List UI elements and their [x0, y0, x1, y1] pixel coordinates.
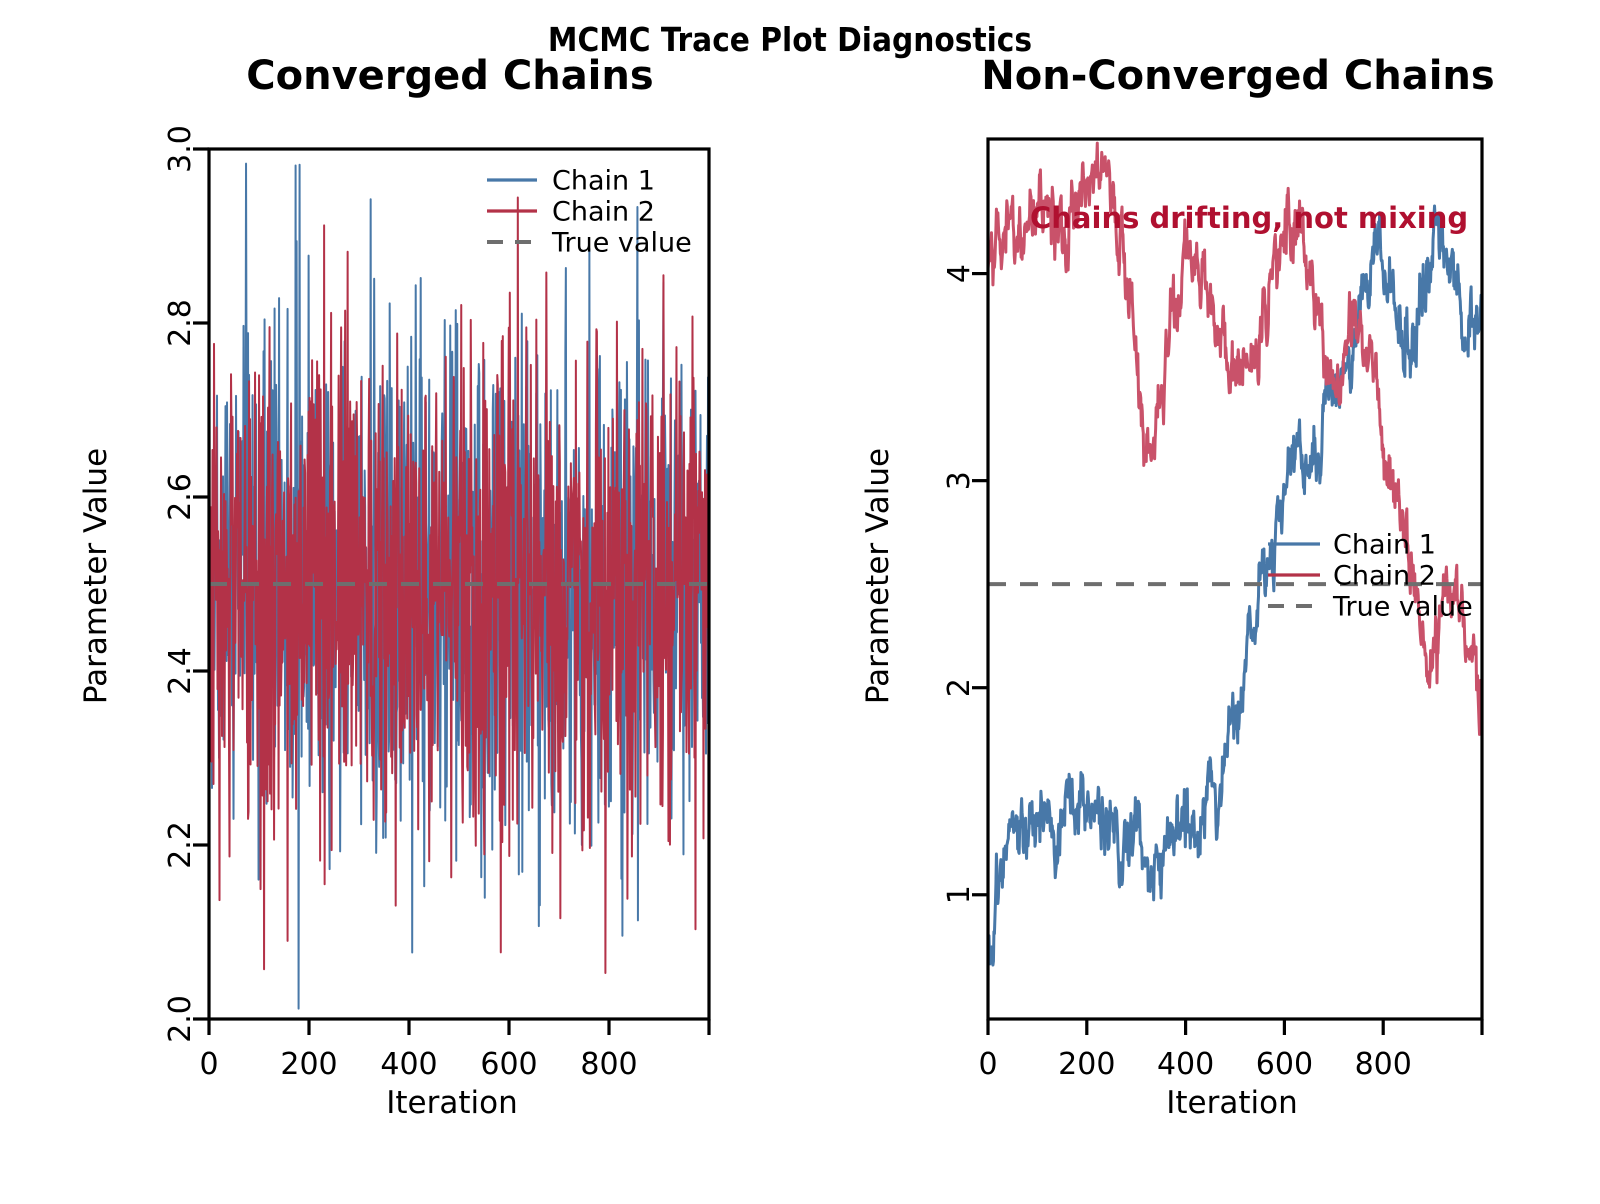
y-ticklabel: 3.0 [163, 125, 198, 173]
panel-converged-chains: Converged Chains 0 200 400 600 800 2.0 2.2 2.4… [78, 53, 711, 1121]
figure-title: MCMC Trace Plot Diagnostics [548, 20, 1032, 59]
right-chain2-trace [988, 141, 1482, 736]
x-ticklabel: 400 [380, 1047, 437, 1082]
right-legend-label: Chain 1 [1333, 529, 1436, 560]
right-y-tickmarks [972, 271, 988, 897]
y-ticklabel: 2.6 [163, 473, 198, 521]
y-ticklabel: 2.0 [163, 995, 198, 1043]
left-legend-label: True value [551, 227, 692, 258]
right-panel-title: Non-Converged Chains [981, 53, 1494, 99]
right-chain1-trace [988, 204, 1482, 967]
x-ticklabel: 400 [1157, 1047, 1214, 1082]
x-ticklabel: 800 [1355, 1047, 1412, 1082]
panel-non-converged-chains: Non-Converged Chains 0 200 400 600 800 1234 … [860, 53, 1495, 1121]
right-legend-label: Chain 2 [1333, 560, 1436, 591]
left-y-ticklabels: 2.0 2.2 2.4 2.6 2.8 3.0 [163, 125, 198, 1043]
left-y-axis-label: Parameter Value [78, 448, 114, 704]
x-ticklabel: 600 [480, 1047, 537, 1082]
left-legend-label: Chain 2 [552, 196, 655, 227]
left-x-ticklabels: 0 200 400 600 800 [199, 1047, 637, 1082]
y-ticklabel: 4 [942, 264, 977, 283]
left-x-axis-label: Iteration [386, 1085, 518, 1121]
y-ticklabel: 3 [942, 471, 977, 490]
right-legend-label: True value [1332, 591, 1473, 622]
right-x-ticklabels: 0 200 400 600 800 [978, 1047, 1411, 1082]
x-ticklabel: 800 [580, 1047, 637, 1082]
x-ticklabel: 0 [978, 1047, 997, 1082]
y-ticklabel: 2.2 [163, 821, 198, 869]
x-ticklabel: 0 [199, 1047, 218, 1082]
left-panel-title: Converged Chains [246, 53, 653, 99]
left-axes-frame [207, 147, 711, 1021]
drift-annotation: Chains drifting, not mixing [1030, 201, 1468, 235]
right-y-axis-label: Parameter Value [860, 448, 896, 704]
right-axes-frame [986, 137, 1484, 1021]
y-ticklabel: 1 [942, 885, 977, 904]
left-chain2-trace [209, 196, 709, 999]
x-ticklabel: 200 [1058, 1047, 1115, 1082]
y-ticklabel: 2.8 [163, 299, 198, 347]
left-x-tickmarks [207, 1019, 711, 1035]
right-y-ticklabels: 1 2 3 4 [942, 264, 977, 904]
x-ticklabel: 200 [280, 1047, 337, 1082]
left-y-tickmarks [193, 147, 209, 1021]
left-legend-label: Chain 1 [552, 165, 655, 196]
right-x-axis-label: Iteration [1166, 1085, 1298, 1121]
y-ticklabel: 2 [942, 678, 977, 697]
y-ticklabel: 2.4 [163, 647, 198, 695]
x-ticklabel: 600 [1256, 1047, 1313, 1082]
right-x-tickmarks [986, 1019, 1484, 1035]
